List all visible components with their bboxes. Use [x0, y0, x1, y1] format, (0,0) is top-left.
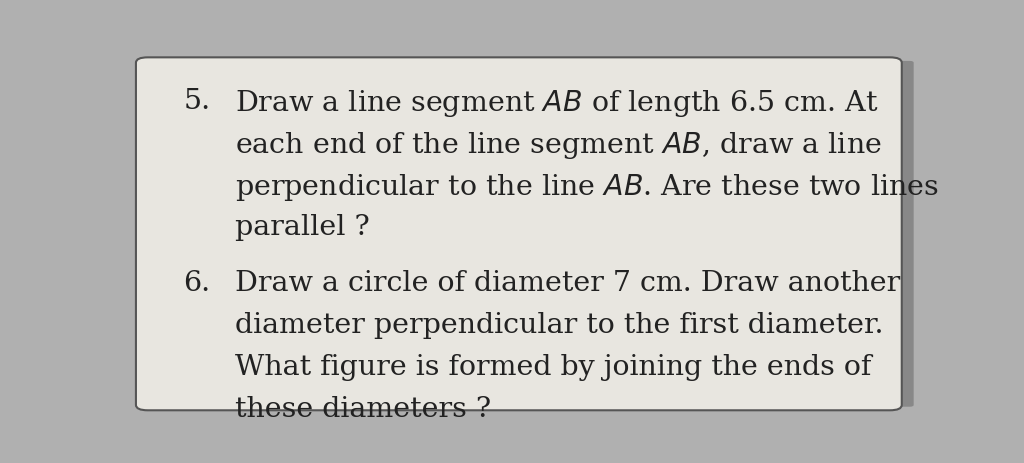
Text: What figure is formed by joining the ends of: What figure is formed by joining the end… [236, 354, 871, 382]
FancyBboxPatch shape [882, 61, 913, 407]
Text: these diameters ?: these diameters ? [236, 396, 492, 423]
Text: diameter perpendicular to the first diameter.: diameter perpendicular to the first diam… [236, 312, 884, 339]
Text: Draw a line segment $\mathit{AB}$ of length 6.5 cm. At: Draw a line segment $\mathit{AB}$ of len… [236, 88, 879, 119]
Text: 5.: 5. [183, 88, 211, 115]
Text: Draw a circle of diameter 7 cm. Draw another: Draw a circle of diameter 7 cm. Draw ano… [236, 270, 900, 297]
Text: perpendicular to the line $\mathit{AB}$. Are these two lines: perpendicular to the line $\mathit{AB}$.… [236, 172, 939, 203]
Text: each end of the line segment $\mathit{AB}$, draw a line: each end of the line segment $\mathit{AB… [236, 130, 882, 161]
Text: 6.: 6. [183, 270, 211, 297]
Text: parallel ?: parallel ? [236, 214, 370, 241]
FancyBboxPatch shape [136, 57, 902, 410]
